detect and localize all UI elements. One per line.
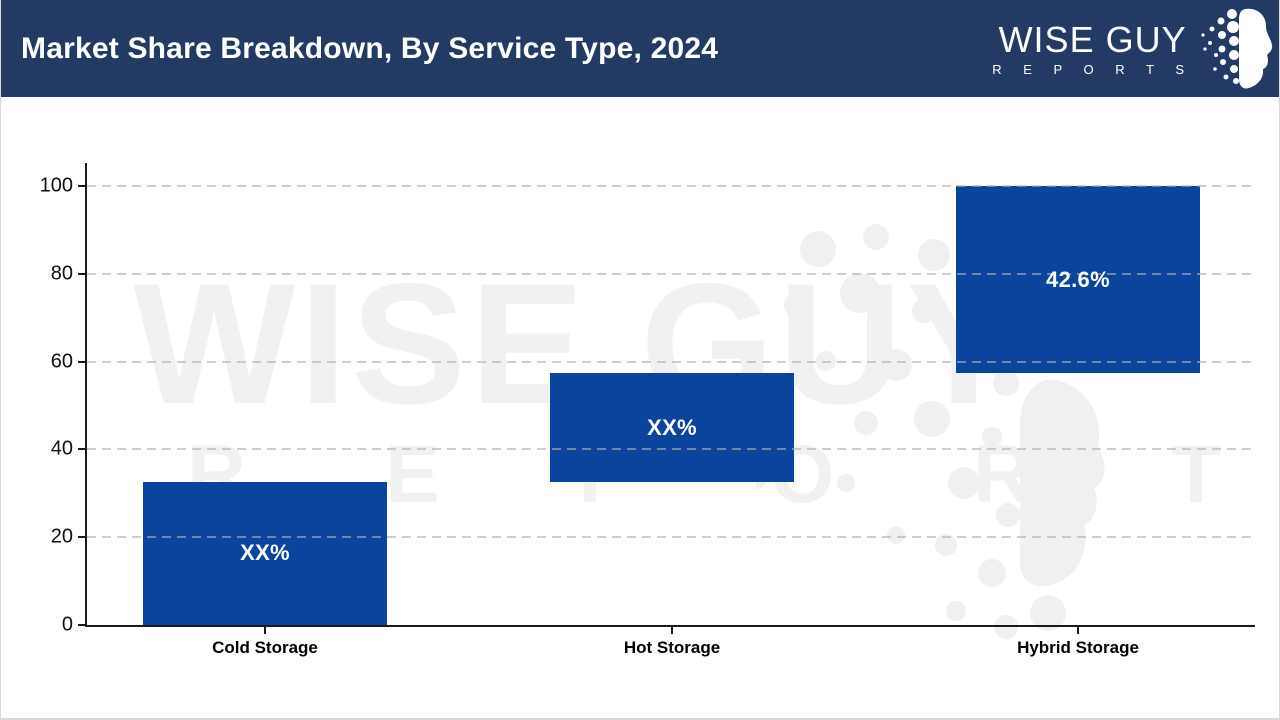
bar-value-label: XX% xyxy=(240,540,290,566)
x-tick-mark xyxy=(1077,627,1079,634)
y-tick-label: 40 xyxy=(50,437,73,460)
y-tick-mark xyxy=(78,272,85,275)
chart-title: Market Share Breakdown, By Service Type,… xyxy=(21,31,719,65)
y-axis-line xyxy=(85,163,87,627)
bar-value-label: 42.6% xyxy=(1046,266,1110,292)
y-tick-mark xyxy=(78,360,85,363)
x-tick-mark xyxy=(671,627,673,634)
bar-hot-storage xyxy=(550,373,794,482)
bar-hybrid-storage xyxy=(956,186,1200,374)
y-tick-label: 0 xyxy=(61,613,73,636)
x-axis-line xyxy=(85,625,1255,627)
gridline xyxy=(87,272,1254,275)
brand-logo: WISE GUY R E P O R T S xyxy=(992,19,1193,78)
plot-area: 0 20 40 60 80 100 XX% XX% 42.6% Cold Storage Hot S… xyxy=(1,97,1279,718)
bar-cold-storage xyxy=(143,481,387,625)
gridline xyxy=(87,185,1254,187)
brand-head-icon xyxy=(1201,8,1273,89)
category-label: Cold Storage xyxy=(212,638,318,657)
y-tick-label: 80 xyxy=(50,262,73,285)
x-tick-mark xyxy=(264,627,266,634)
gridline xyxy=(87,536,1254,539)
y-tick-mark xyxy=(78,536,85,539)
category-label: Hot Storage xyxy=(623,638,721,657)
y-tick-label: 20 xyxy=(50,525,73,548)
y-tick-label: 60 xyxy=(50,350,73,373)
gridline xyxy=(87,360,1254,363)
brand-logo-tagline: R E P O R T S xyxy=(992,62,1193,77)
category-label: Hybrid Storage xyxy=(1017,638,1139,657)
bar-value-label: XX% xyxy=(647,414,697,440)
y-tick-label: 100 xyxy=(39,174,73,197)
y-tick-mark xyxy=(78,185,85,187)
brand-logo-name: WISE GUY xyxy=(998,19,1187,60)
y-tick-mark xyxy=(78,448,85,451)
gridline xyxy=(87,448,1254,451)
header-band: Market Share Breakdown, By Service Type,… xyxy=(1,0,1279,97)
y-tick-mark xyxy=(78,624,85,626)
